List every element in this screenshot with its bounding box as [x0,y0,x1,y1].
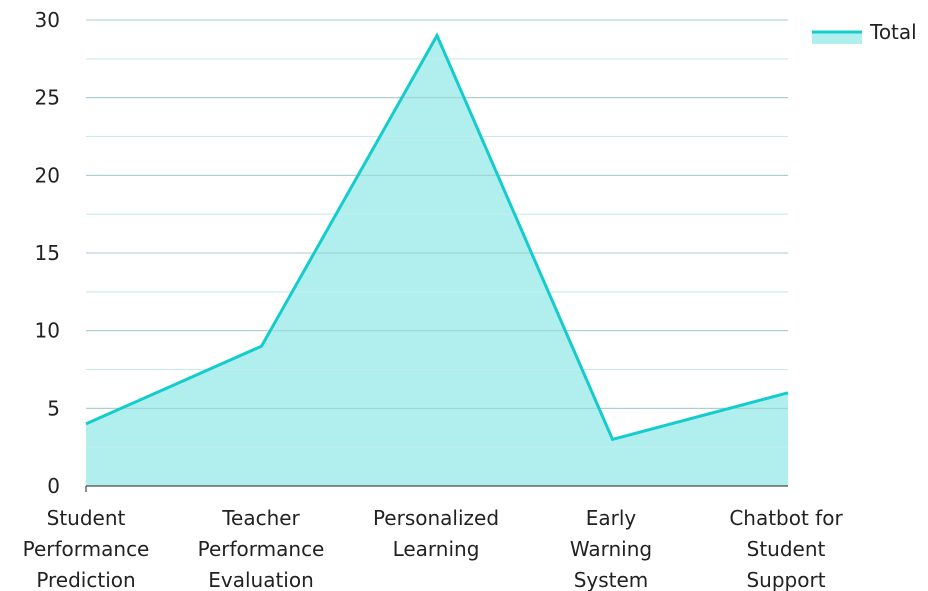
y-tick-label: 15 [35,241,60,265]
x-tick-label: Chatbot for Student Support [729,506,843,591]
x-tick-label: Early Warning System [570,506,652,591]
y-tick-label: 25 [35,86,60,110]
legend-label-total: Total [869,20,917,44]
y-tick-label: 20 [35,163,60,187]
x-tick-label: Student Performance Prediction [23,506,150,591]
x-axis-tick-labels: Student Performance Prediction Teacher Perfo… [23,506,844,591]
x-tick-label: Teacher Performance Evaluation [198,506,325,591]
series-area-layer [85,19,789,487]
y-tick-label: 30 [35,8,60,32]
series-area-fill-total [86,35,788,487]
x-tick-label: Personalized Learning [373,506,499,561]
axes [85,485,788,492]
y-tick-label: 5 [47,396,60,420]
y-axis-tick-labels: 0 5 10 15 20 25 30 [35,8,60,498]
legend: Total [812,20,917,44]
y-tick-label: 0 [47,474,60,498]
legend-swatch-fill [812,32,862,44]
y-tick-label: 10 [35,319,60,343]
